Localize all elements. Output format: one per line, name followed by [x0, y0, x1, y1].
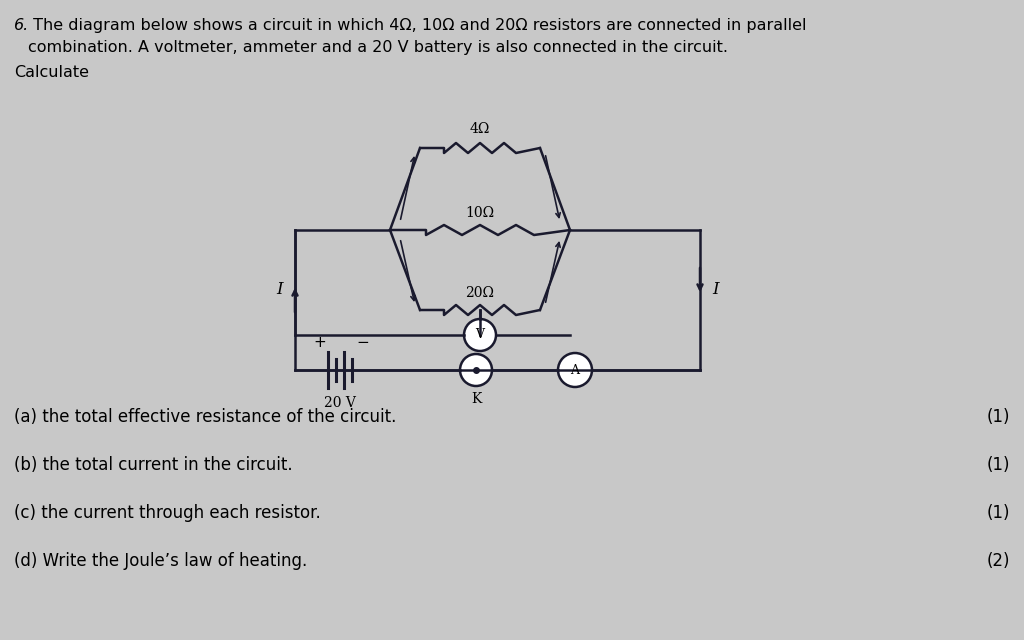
Circle shape	[460, 354, 492, 386]
Text: 20Ω: 20Ω	[466, 286, 495, 300]
Text: (1): (1)	[986, 408, 1010, 426]
Text: (b) the total current in the circuit.: (b) the total current in the circuit.	[14, 456, 293, 474]
Text: (1): (1)	[986, 504, 1010, 522]
Text: I: I	[276, 282, 283, 298]
Text: 10Ω: 10Ω	[466, 206, 495, 220]
Text: +: +	[313, 335, 327, 350]
Text: (2): (2)	[986, 552, 1010, 570]
Text: Calculate: Calculate	[14, 65, 89, 80]
Text: 20 V: 20 V	[324, 396, 356, 410]
Text: A: A	[570, 364, 580, 376]
Circle shape	[558, 353, 592, 387]
Text: V: V	[475, 328, 484, 342]
Text: 4Ω: 4Ω	[470, 122, 490, 136]
Text: combination. A voltmeter, ammeter and a 20 V battery is also connected in the ci: combination. A voltmeter, ammeter and a …	[28, 40, 728, 55]
Text: (c) the current through each resistor.: (c) the current through each resistor.	[14, 504, 321, 522]
Text: (a) the total effective resistance of the circuit.: (a) the total effective resistance of th…	[14, 408, 396, 426]
Text: 6.: 6.	[14, 18, 30, 33]
Text: (1): (1)	[986, 456, 1010, 474]
Text: The diagram below shows a circuit in which 4Ω, 10Ω and 20Ω resistors are connect: The diagram below shows a circuit in whi…	[28, 18, 807, 33]
Text: −: −	[356, 335, 369, 350]
Text: (d) Write the Joule’s law of heating.: (d) Write the Joule’s law of heating.	[14, 552, 307, 570]
Text: K: K	[471, 392, 481, 406]
Text: I: I	[712, 282, 719, 298]
Circle shape	[464, 319, 496, 351]
